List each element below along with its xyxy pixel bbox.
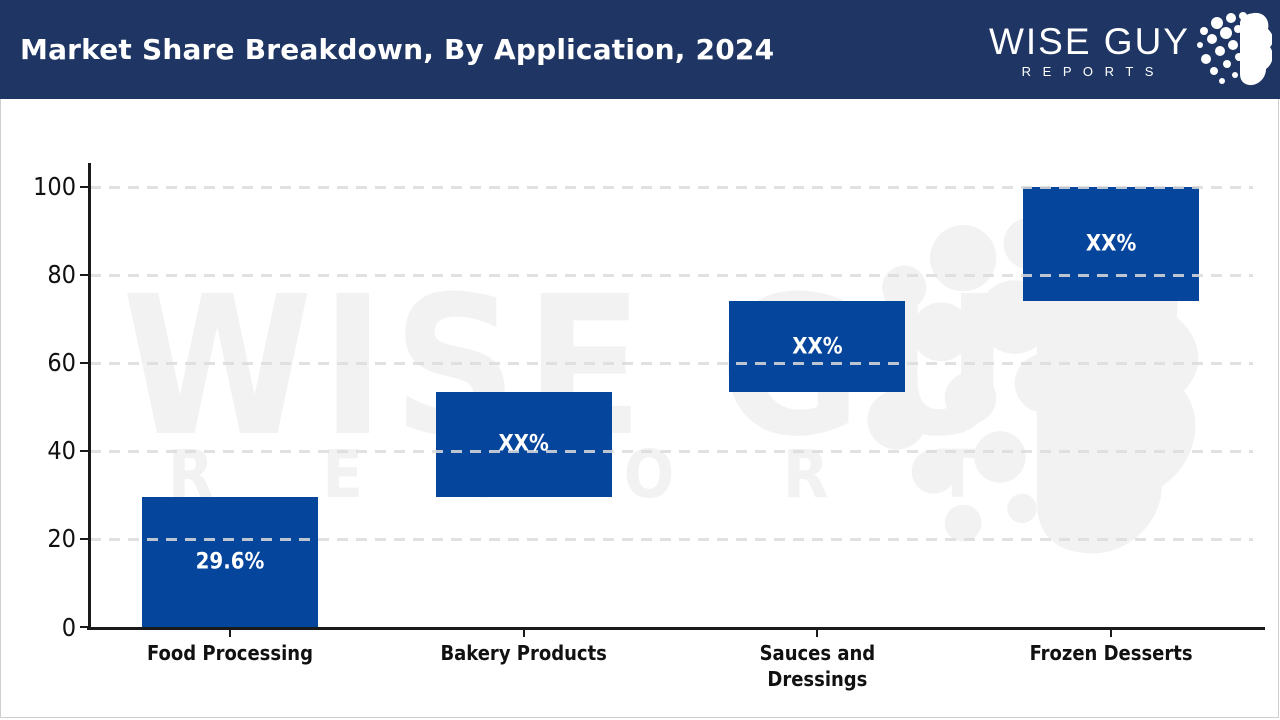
y-axis-line	[88, 163, 91, 629]
logo-tagline-text: R E P O R T S	[1021, 64, 1158, 79]
x-axis-label-frozen-desserts: Frozen Desserts	[1029, 641, 1193, 665]
bar-food-processing	[142, 496, 318, 627]
y-axis-tick-60	[80, 361, 88, 364]
watermark-face-icon	[856, 217, 1199, 554]
watermark-brand-text: WISE GUY	[122, 256, 1151, 479]
x-axis-label-bakery-products: Bakery Products	[440, 641, 607, 665]
y-axis-tick-label-100: 100	[33, 172, 76, 201]
gridline-40	[90, 449, 1253, 453]
wise-guy-logo: WISE GUY R E P O R T S	[989, 6, 1272, 94]
x-axis-label-sauces-and-dressings: Sauces and Dressings	[759, 641, 876, 691]
gridline-100	[90, 185, 1253, 189]
y-axis-tick-label-40: 40	[47, 436, 76, 466]
bar-sauces-and-dressings	[729, 301, 906, 393]
logo-face-icon	[1197, 12, 1272, 86]
y-axis-tick-0	[80, 626, 88, 628]
y-axis-tick-label-0: 0	[61, 612, 76, 642]
x-axis-tick-sauces-and-dressings	[816, 629, 819, 637]
bar-value-label-bakery-products: XX%	[498, 431, 549, 457]
header-bar: Market Share Breakdown, By Application, …	[0, 0, 1280, 99]
bar-bakery-products	[435, 392, 612, 497]
gridline-60	[90, 361, 1253, 365]
bar-value-label-food-processing: 29.6%	[195, 549, 265, 575]
bar-value-label-sauces-and-dressings: XX%	[792, 334, 843, 360]
x-axis-tick-food-processing	[229, 629, 231, 637]
x-axis-label-food-processing: Food Processing	[147, 641, 313, 665]
gridline-20	[90, 537, 1253, 541]
bar-value-label-frozen-desserts: XX%	[1085, 231, 1137, 257]
y-axis-tick-40	[80, 449, 88, 452]
gridline-80	[90, 273, 1253, 277]
chart-title: Market Share Breakdown, By Application, …	[20, 33, 775, 66]
x-axis-tick-bakery-products	[522, 629, 525, 637]
y-axis-tick-label-20: 20	[47, 524, 76, 554]
logo-brand-text: WISE GUY	[988, 21, 1190, 62]
y-axis-tick-20	[80, 537, 88, 540]
y-axis-tick-label-60: 60	[47, 348, 76, 378]
y-axis-tick-80	[80, 273, 88, 276]
logo-text: WISE GUY R E P O R T S	[989, 21, 1190, 79]
y-axis-tick-label-80: 80	[47, 260, 76, 290]
y-axis-tick-100	[80, 185, 88, 188]
x-axis-line	[87, 627, 1265, 630]
x-axis-tick-frozen-desserts	[1110, 629, 1113, 637]
bar-frozen-desserts	[1023, 186, 1200, 302]
